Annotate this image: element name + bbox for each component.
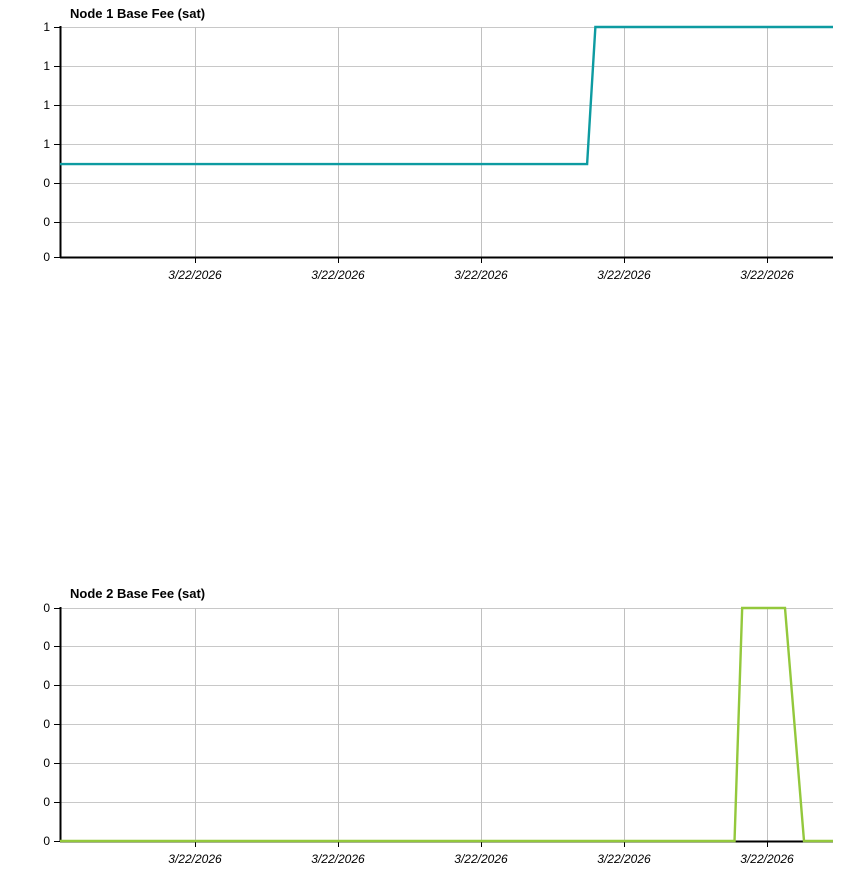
y-tick-label: 0 <box>43 834 50 848</box>
x-tick-label: 3/22/2026 <box>311 268 365 282</box>
y-tick-label: 1 <box>43 98 50 112</box>
y-tick-label: 0 <box>43 756 50 770</box>
y-tick-label: 1 <box>43 137 50 151</box>
y-tick-labels-node-1: 1 1 1 1 0 0 0 <box>43 20 50 264</box>
vertical-gridlines-node-1 <box>195 27 768 257</box>
chart-title-node-1: Node 1 Base Fee (sat) <box>70 6 206 21</box>
x-tick-label: 3/22/2026 <box>454 852 508 866</box>
y-tick-label: 0 <box>43 215 50 229</box>
y-tick-label: 1 <box>43 59 50 73</box>
chart-panel-node-2: Node 2 Base Fee (sat) <box>0 290 860 866</box>
y-tick-marks-node-1 <box>54 26 60 259</box>
y-tick-label: 0 <box>43 795 50 809</box>
node-1-base-fee-series <box>60 25 833 166</box>
chart-title-node-2: Node 2 Base Fee (sat) <box>70 586 206 601</box>
x-tick-labels-node-2: 3/22/2026 3/22/2026 3/22/2026 3/22/2026 … <box>168 852 794 866</box>
x-tick-marks-node-1 <box>194 257 769 263</box>
plot-area-node-2: 0 0 0 0 0 0 0 3/22/2026 3/22/2026 3/22/2… <box>43 601 833 866</box>
y-tick-label: 0 <box>43 717 50 731</box>
x-tick-label: 3/22/2026 <box>740 852 794 866</box>
y-tick-label: 0 <box>43 678 50 692</box>
y-tick-label: 0 <box>43 601 50 615</box>
y-tick-label: 0 <box>43 639 50 653</box>
horizontal-gridlines-node-1 <box>60 27 833 223</box>
y-tick-labels-node-2: 0 0 0 0 0 0 0 <box>43 601 50 848</box>
x-tick-labels-node-1: 3/22/2026 3/22/2026 3/22/2026 3/22/2026 … <box>168 268 794 282</box>
x-tick-label: 3/22/2026 <box>740 268 794 282</box>
y-tick-label: 0 <box>43 176 50 190</box>
y-tick-marks-node-2 <box>54 607 60 843</box>
y-tick-label: 0 <box>43 250 50 264</box>
x-tick-label: 3/22/2026 <box>168 268 222 282</box>
x-tick-label: 3/22/2026 <box>597 268 651 282</box>
x-tick-label: 3/22/2026 <box>311 852 365 866</box>
plot-area-node-1: 1 1 1 1 0 0 0 3/22/2026 3/22/2026 3/22/2… <box>43 20 833 282</box>
x-tick-label: 3/22/2026 <box>597 852 651 866</box>
chart-panel-node-1: Node 1 Base Fee (sat) <box>0 0 860 290</box>
x-tick-label: 3/22/2026 <box>454 268 508 282</box>
x-tick-label: 3/22/2026 <box>168 852 222 866</box>
y-tick-label: 1 <box>43 20 50 34</box>
horizontal-gridlines-node-2 <box>60 608 833 803</box>
